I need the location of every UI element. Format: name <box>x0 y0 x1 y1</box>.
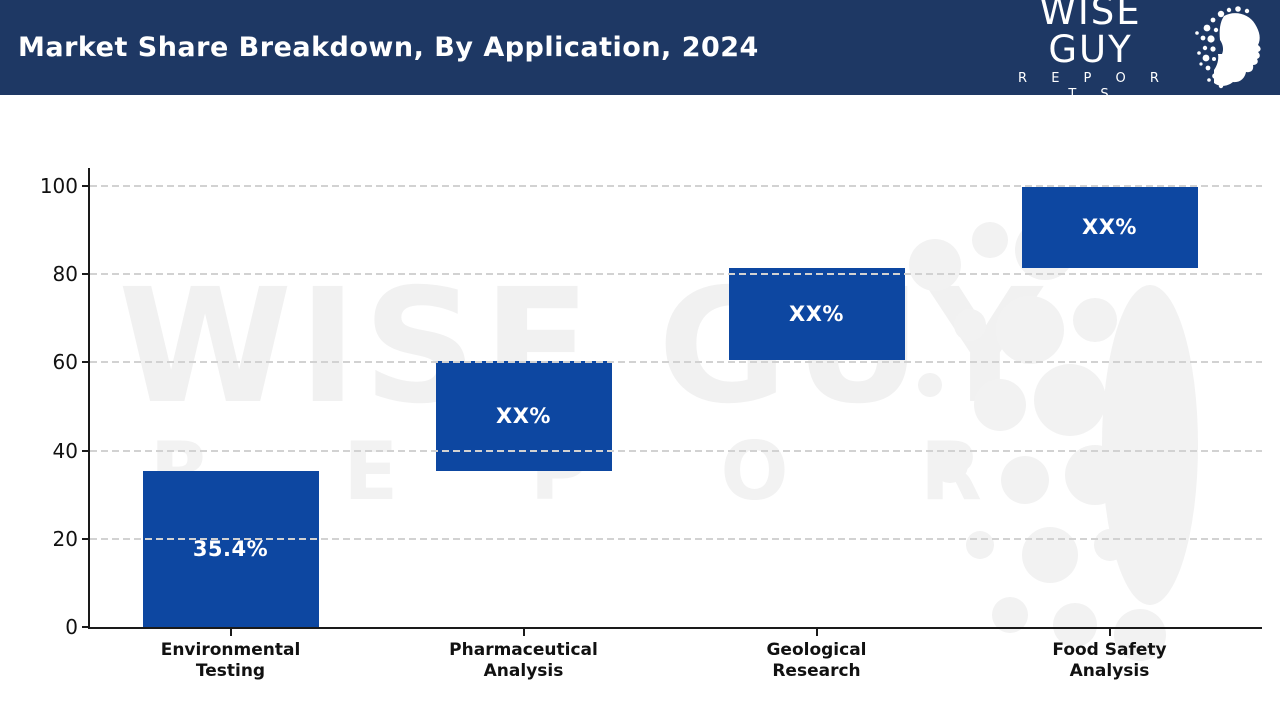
y-tick-60 <box>82 361 90 364</box>
y-tick-label-60: 60 <box>52 350 78 375</box>
gridline-100 <box>90 185 1262 187</box>
logo-head-icon <box>1195 6 1261 89</box>
y-tick-20 <box>82 537 90 540</box>
header-bar: Market Share Breakdown, By Application, … <box>0 0 1280 102</box>
x-axis-line <box>88 627 1262 629</box>
x-category-label-4: Food Safety Analysis <box>1052 640 1167 681</box>
x-tick-3 <box>815 629 818 636</box>
y-tick-40 <box>82 449 90 452</box>
x-tick-4 <box>1108 629 1111 636</box>
wise-guy-logo: WISE GUY R E P O R T S <box>1006 0 1266 102</box>
page-title: Market Share Breakdown, By Application, … <box>18 32 759 63</box>
bar-4: XX% <box>1021 186 1198 268</box>
bar-3: XX% <box>728 267 905 361</box>
y-tick-100 <box>82 185 90 187</box>
y-tick-label-100: 100 <box>39 174 78 198</box>
y-tick-label-40: 40 <box>52 438 78 463</box>
logo-wordmark: WISE GUY <box>1039 0 1142 71</box>
x-tick-2 <box>522 629 525 636</box>
bar-value-label-3: XX% <box>789 301 844 326</box>
logo-text: WISE GUY R E P O R T S <box>1006 0 1175 103</box>
market-share-chart: WISE GUY R E P O R T S 02040608010035.4%… <box>0 95 1280 720</box>
x-tick-1 <box>229 629 232 636</box>
x-category-label-3: Geological Research <box>766 640 867 681</box>
gridline-60 <box>90 361 1262 364</box>
logo-subtitle: R E P O R T S <box>1018 71 1169 102</box>
bar-value-label-2: XX% <box>496 403 551 428</box>
gridline-40 <box>90 449 1262 452</box>
y-tick-label-0: 0 <box>65 615 78 639</box>
y-tick-80 <box>82 273 90 276</box>
x-category-label-1: Environmental Testing <box>160 640 301 681</box>
y-tick-label-20: 20 <box>52 526 78 551</box>
bar-2: XX% <box>435 360 612 471</box>
y-tick-label-80: 80 <box>52 262 78 287</box>
bar-1: 35.4% <box>142 470 319 627</box>
y-axis-line <box>88 168 90 629</box>
y-tick-0 <box>82 626 90 628</box>
x-category-label-2: Pharmaceutical Analysis <box>449 640 598 681</box>
gridline-80 <box>90 273 1262 276</box>
gridline-20 <box>90 537 1262 540</box>
bar-value-label-1: 35.4% <box>192 536 269 561</box>
bar-value-label-4: XX% <box>1082 215 1137 240</box>
